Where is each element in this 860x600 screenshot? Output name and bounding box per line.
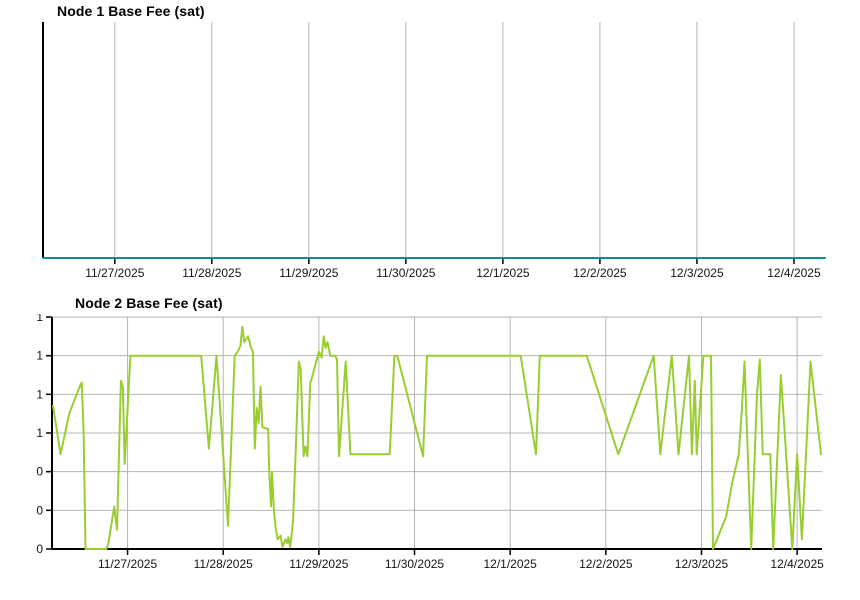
y-tick-label: 1 bbox=[36, 349, 43, 363]
node2-chart-canvas: 11/27/2025 11/28/2025 11/29/2025 11/30/2025… bbox=[36, 314, 824, 571]
node2-chart-title: Node 2 Base Fee (sat) bbox=[75, 295, 223, 311]
y-tick-label: 0 bbox=[36, 542, 43, 556]
axes bbox=[42, 22, 825, 259]
tick-marks-and-labels: 11/27/2025 11/28/2025 11/29/2025 11/30/2025… bbox=[36, 314, 824, 571]
x-tick-label: 11/28/2025 bbox=[182, 266, 241, 280]
y-tick-label: 1 bbox=[36, 387, 43, 401]
x-tick-label: 12/1/2025 bbox=[476, 266, 530, 280]
tick-marks-and-labels: 11/27/2025 11/28/2025 11/29/2025 11/30/2025… bbox=[85, 258, 821, 280]
y-tick-label: 0 bbox=[36, 503, 43, 517]
x-tick-label: 12/4/2025 bbox=[770, 557, 824, 571]
y-tick-label: 1 bbox=[36, 314, 43, 324]
x-tick-label: 12/3/2025 bbox=[670, 266, 724, 280]
gridlines bbox=[114, 22, 795, 258]
node1-chart-title: Node 1 Base Fee (sat) bbox=[57, 3, 205, 19]
y-tick-label: 0 bbox=[36, 465, 43, 479]
x-tick-label: 12/4/2025 bbox=[767, 266, 821, 280]
node1-base-fee-chart: Node 1 Base Fee (sat) 11/27/2025 11/28/20… bbox=[0, 0, 860, 292]
x-tick-label: 11/30/2025 bbox=[376, 266, 435, 280]
x-tick-label: 12/2/2025 bbox=[573, 266, 627, 280]
x-tick-label: 11/28/2025 bbox=[194, 557, 253, 571]
x-tick-label: 11/27/2025 bbox=[98, 557, 157, 571]
gridlines bbox=[52, 316, 822, 550]
x-tick-label: 12/1/2025 bbox=[483, 557, 537, 571]
x-tick-label: 12/3/2025 bbox=[675, 557, 729, 571]
x-tick-label: 11/29/2025 bbox=[289, 557, 348, 571]
y-tick-label: 1 bbox=[36, 426, 43, 440]
node2-base-fee-chart: Node 2 Base Fee (sat) 11/27/2025 11/28/20… bbox=[0, 292, 860, 600]
x-tick-label: 11/29/2025 bbox=[279, 266, 338, 280]
x-tick-label: 11/30/2025 bbox=[385, 557, 444, 571]
node1-chart-canvas: 11/27/2025 11/28/2025 11/29/2025 11/30/2025… bbox=[42, 22, 826, 280]
x-tick-label: 12/2/2025 bbox=[579, 557, 633, 571]
node-2-base-fee-line bbox=[52, 325, 822, 550]
x-tick-label: 11/27/2025 bbox=[85, 266, 144, 280]
